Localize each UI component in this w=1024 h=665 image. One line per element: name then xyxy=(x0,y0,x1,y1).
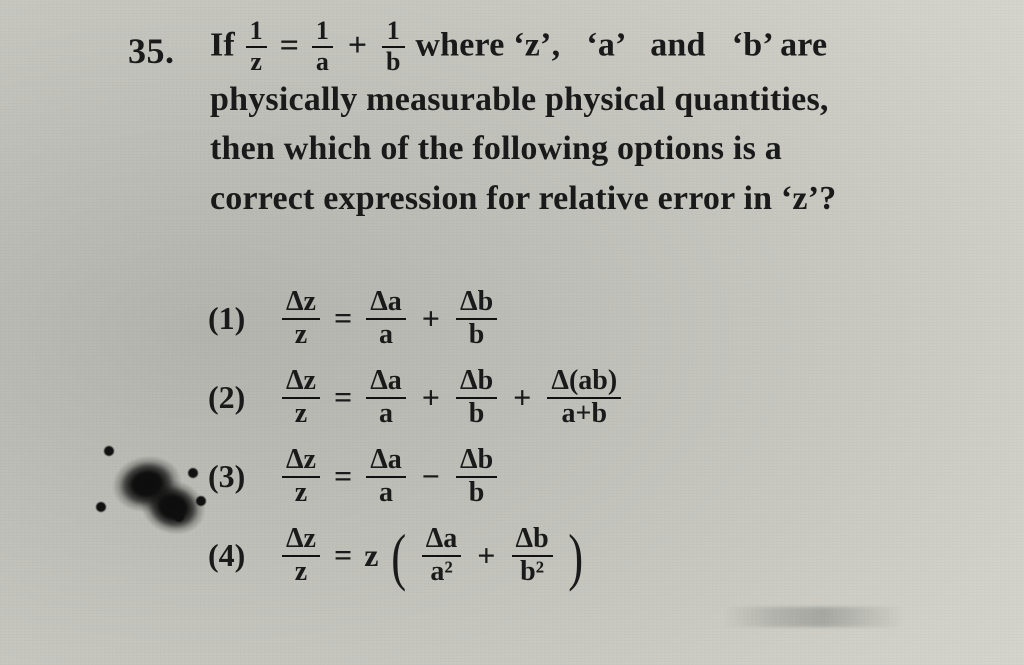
ink-smudge xyxy=(100,448,205,538)
option-row: (4) Δz z = z ( Δa a² + Δb b²) xyxy=(208,525,623,586)
fraction: Δz z xyxy=(280,288,322,349)
frac-den: z xyxy=(282,479,320,507)
operator: − xyxy=(418,458,444,495)
stem-text: and xyxy=(650,27,705,64)
stem-text: ‘a’ xyxy=(586,27,624,64)
option-label: (1) xyxy=(208,300,264,337)
option-row: (3) Δz z = Δa a−Δb b xyxy=(208,446,623,507)
option-expression: Δz z = Δa a + Δb b + Δ(ab) a+b xyxy=(280,367,623,428)
equals-sign: = xyxy=(332,300,354,337)
frac-den: b xyxy=(456,479,497,507)
ink-spatter xyxy=(104,446,114,456)
fraction: Δz z xyxy=(280,367,322,428)
ink-smudge-faint xyxy=(724,607,904,627)
stem-frac-3: 1 b xyxy=(380,18,407,75)
option-row: (1) Δz z = Δa a + Δb b xyxy=(208,288,623,349)
frac-den: z xyxy=(282,400,320,428)
frac-num: 1 xyxy=(246,18,267,44)
left-paren: ( xyxy=(392,538,407,576)
equals-sign: = xyxy=(332,458,354,495)
ink-spatter xyxy=(174,512,184,522)
frac-den: a² xyxy=(422,558,462,586)
frac-num: Δa xyxy=(366,367,406,395)
frac-den: b xyxy=(382,49,405,75)
frac-num: Δz xyxy=(282,367,320,395)
frac-den: a xyxy=(366,400,406,428)
fraction: Δa a xyxy=(364,367,408,428)
frac-num: Δz xyxy=(282,288,320,316)
fraction: Δa a² xyxy=(420,525,464,586)
ink-spatter xyxy=(188,468,198,478)
frac-den: a xyxy=(366,479,406,507)
stem-text: ‘b’ xyxy=(732,27,772,64)
operator: + xyxy=(509,379,535,416)
stem-line-4: correct expression for relative error in… xyxy=(210,174,954,223)
frac-den: z xyxy=(282,321,320,349)
stem-text: ‘z’, xyxy=(513,27,560,64)
frac-den: b² xyxy=(512,558,553,586)
operator: + xyxy=(418,379,444,416)
frac-num: 1 xyxy=(382,18,405,44)
frac-num: Δb xyxy=(456,446,497,474)
stem-line-1: If 1 z = 1 a + 1 b xyxy=(210,18,954,75)
frac-num: Δa xyxy=(422,525,462,553)
frac-den: a xyxy=(366,321,406,349)
frac-num: Δa xyxy=(366,446,406,474)
option-row: (2) Δz z = Δa a + Δb b + Δ(ab) a+b xyxy=(208,367,623,428)
frac-den: b xyxy=(456,321,497,349)
fraction: Δz z xyxy=(280,446,322,507)
operator: + xyxy=(473,537,499,574)
fraction: Δb b xyxy=(454,367,499,428)
frac-den: z xyxy=(246,49,267,75)
option-label: (2) xyxy=(208,379,264,416)
stem-text xyxy=(633,27,642,64)
page: 35. If 1 z = 1 a + 1 b xyxy=(0,0,1024,665)
question-stem: If 1 z = 1 a + 1 b xyxy=(210,18,954,223)
stem-line-3: then which of the following options is a xyxy=(210,124,954,173)
fraction: Δz z xyxy=(280,525,322,586)
frac-num: Δb xyxy=(456,288,497,316)
stem-text: are xyxy=(780,27,827,64)
option-label: (3) xyxy=(208,458,264,495)
frac-num: Δb xyxy=(512,525,553,553)
stem-frac-1: 1 z xyxy=(244,18,269,75)
frac-den: b xyxy=(456,400,497,428)
stem-text xyxy=(714,27,723,64)
frac-num: Δ(ab) xyxy=(547,367,621,395)
option-expression: Δz z = Δa a + Δb b xyxy=(280,288,499,349)
fraction: Δa a xyxy=(364,288,408,349)
frac-num: Δz xyxy=(282,525,320,553)
right-paren: ) xyxy=(568,538,583,576)
frac-num: Δa xyxy=(366,288,406,316)
stem-frac-2: 1 a xyxy=(310,18,335,75)
frac-num: 1 xyxy=(312,18,333,44)
ink-spatter xyxy=(96,502,106,512)
stem-text xyxy=(569,27,578,64)
stem-line-2: physically measurable physical quantitie… xyxy=(210,75,954,124)
equals-sign: = xyxy=(332,379,354,416)
stem-text: where xyxy=(415,27,513,64)
fraction: Δb b² xyxy=(510,525,555,586)
ink-spatter xyxy=(196,496,206,506)
fraction: Δa a xyxy=(364,446,408,507)
coeff: z xyxy=(364,537,378,574)
plus-sign: + xyxy=(344,27,372,64)
option-label: (4) xyxy=(208,537,264,574)
stem-text: If xyxy=(210,27,244,64)
equals-sign: = xyxy=(278,27,302,64)
option-expression: Δz z = z ( Δa a² + Δb b²) xyxy=(280,525,586,586)
frac-den: z xyxy=(282,558,320,586)
operator: + xyxy=(418,300,444,337)
frac-den: a xyxy=(312,49,333,75)
frac-num: Δb xyxy=(456,367,497,395)
frac-num: Δz xyxy=(282,446,320,474)
question-number: 35. xyxy=(128,30,175,72)
equals-sign: = xyxy=(332,537,354,574)
fraction: Δb b xyxy=(454,446,499,507)
options-list: (1)Δzz=Δaa+Δbb(2)Δzz=Δaa+Δbb+Δ(ab)a+b(3)… xyxy=(208,288,623,604)
option-expression: Δz z = Δa a−Δb b xyxy=(280,446,499,507)
fraction: Δ(ab) a+b xyxy=(545,367,623,428)
frac-den: a+b xyxy=(547,400,621,428)
fraction: Δb b xyxy=(454,288,499,349)
